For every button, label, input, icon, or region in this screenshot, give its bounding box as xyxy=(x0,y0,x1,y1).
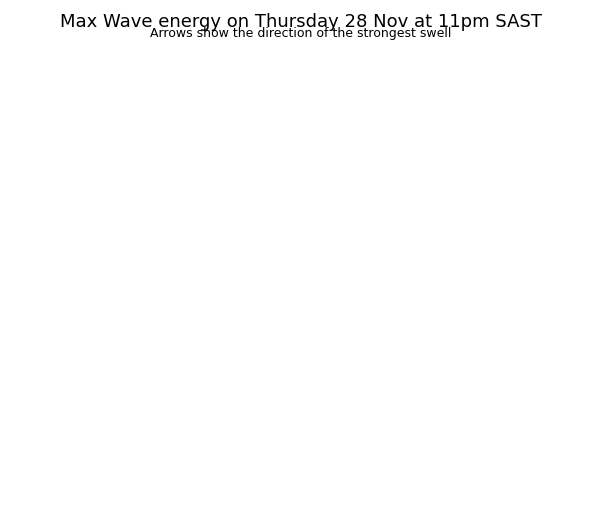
Text: Arrows show the direction of the strongest swell: Arrows show the direction of the stronge… xyxy=(150,27,451,39)
Text: Max Wave energy on Thursday 28 Nov at 11pm SAST: Max Wave energy on Thursday 28 Nov at 11… xyxy=(59,13,542,31)
Text: cartopy required: cartopy required xyxy=(243,265,358,279)
